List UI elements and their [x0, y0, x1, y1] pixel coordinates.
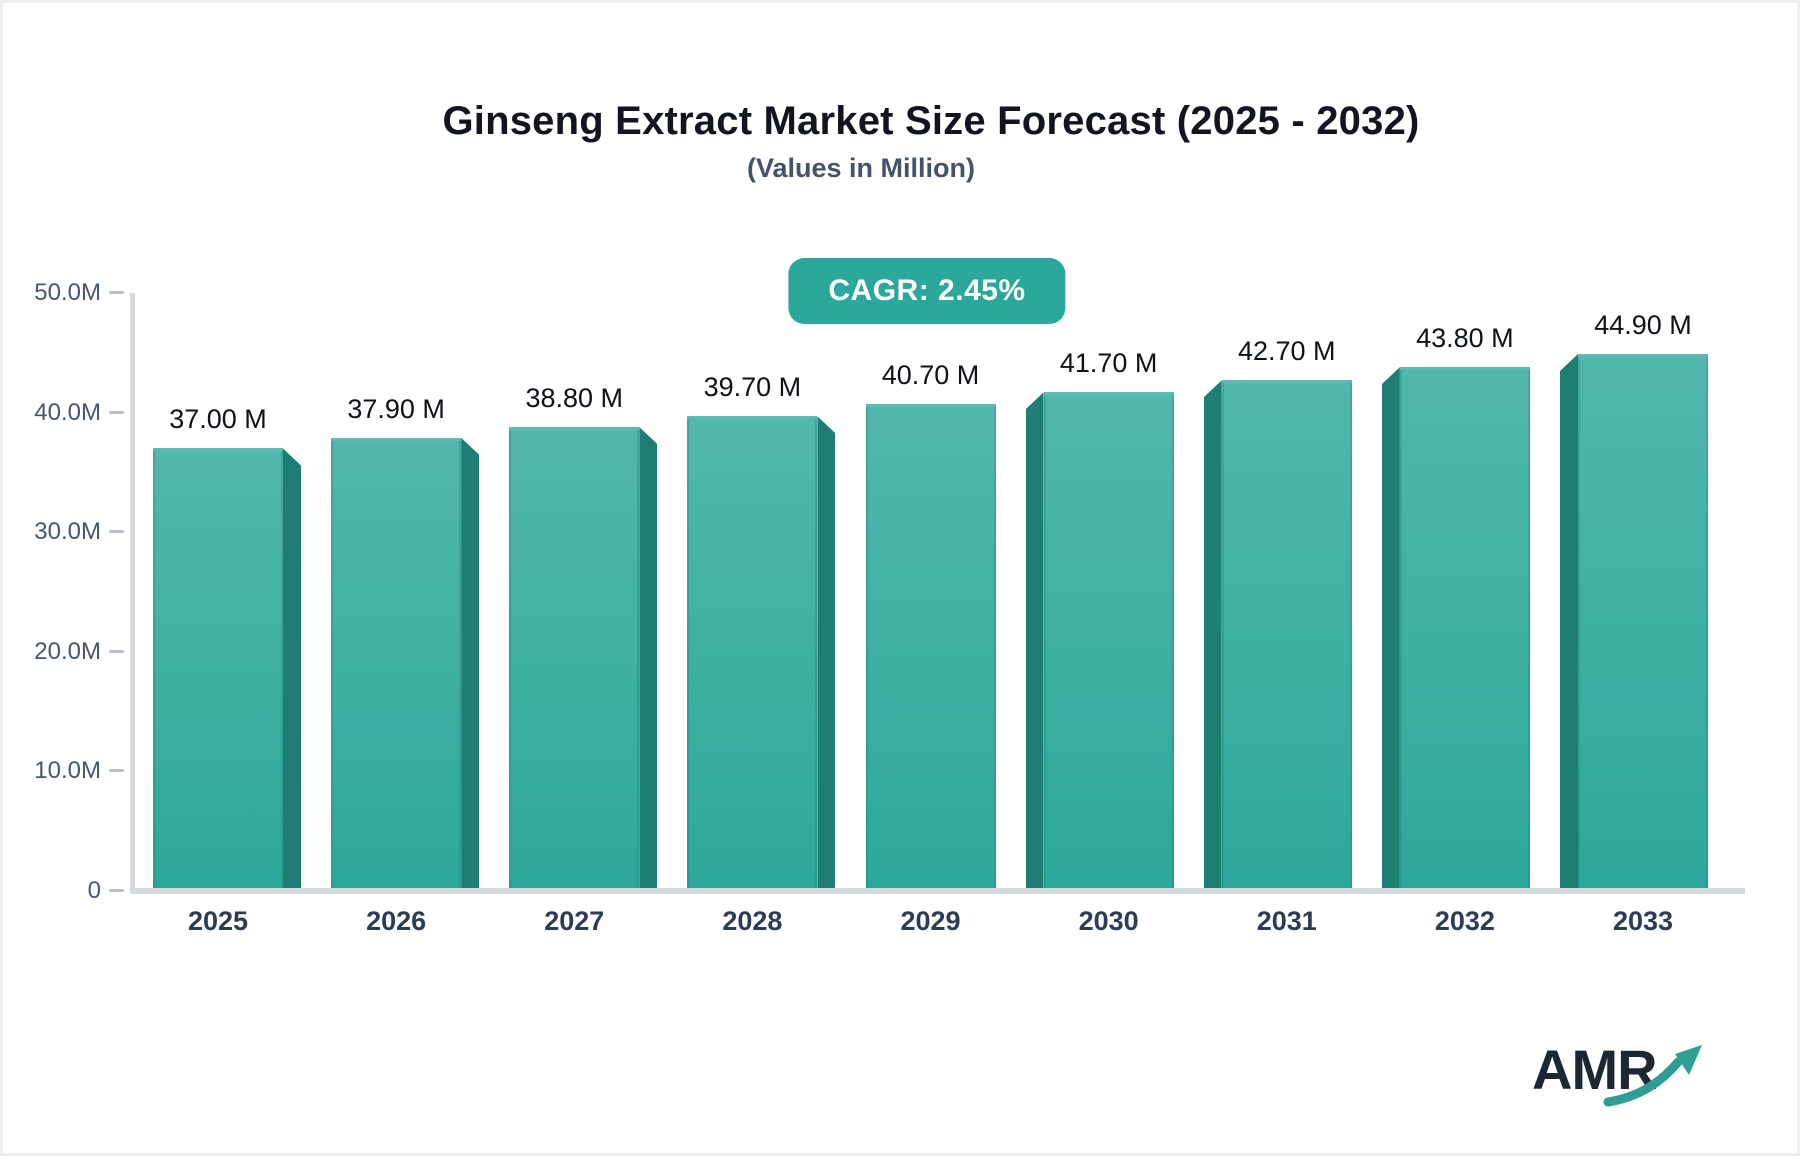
plot-area: 37.00 M 37.90 M 38.80 M 39.70 M 40.70 M 41.70… — [3, 3, 1797, 1153]
bar-side-right — [283, 448, 301, 891]
y-tick-label: 30.0M — [34, 518, 101, 546]
bar — [153, 448, 283, 891]
x-tick-label: 2033 — [1612, 906, 1674, 936]
chart-title: Ginseng Extract Market Size Forecast (20… — [442, 99, 1420, 143]
x-tick-label: 2032 — [1434, 906, 1495, 936]
bar-top-highlight — [1043, 392, 1174, 396]
bar-side-right — [461, 437, 480, 891]
bar-side-right — [639, 426, 658, 891]
bar — [509, 426, 640, 891]
bar-value-label: 40.70 M — [881, 360, 980, 391]
x-tick-label: 2026 — [366, 906, 427, 936]
bar-top-highlight — [1399, 367, 1530, 371]
bar-value-label: 39.70 M — [703, 372, 802, 403]
bar-top-highlight — [687, 416, 818, 420]
logo-arrowhead-icon — [1675, 1045, 1702, 1075]
y-tick-dash — [109, 291, 124, 294]
bar-side-right — [817, 416, 836, 891]
y-tick-dash — [109, 530, 124, 534]
bar-value-label: 38.80 M — [525, 382, 624, 413]
y-tick-label: 0 — [87, 877, 101, 904]
y-tick-dash — [109, 769, 124, 773]
x-tick-label: 2025 — [187, 906, 249, 936]
bar-value-label: 42.70 M — [1237, 336, 1336, 367]
bar — [687, 416, 818, 891]
bar — [331, 437, 462, 891]
bar-value-label: 44.90 M — [1594, 309, 1692, 340]
logo-arrow-icon — [1603, 1057, 1683, 1107]
bar — [1043, 392, 1174, 891]
y-tick-label: 20.0M — [34, 637, 101, 665]
bar-side-left — [1560, 353, 1578, 891]
x-axis-line — [130, 888, 1745, 894]
bar-top-highlight — [509, 426, 640, 430]
bar-value-label: 43.80 M — [1416, 323, 1514, 354]
bar-top-highlight — [865, 404, 996, 408]
y-tick-dash — [109, 889, 124, 892]
bar-side-left — [1203, 380, 1222, 891]
y-tick-dash — [109, 410, 124, 414]
bar — [1221, 380, 1352, 891]
bar — [1578, 353, 1708, 891]
bar-side-left — [1025, 392, 1044, 891]
bar-top-highlight — [153, 448, 283, 452]
x-tick-label: 2031 — [1256, 906, 1317, 936]
chart-subtitle: (Values in Million) — [746, 153, 976, 183]
bar-top-highlight — [1578, 353, 1708, 357]
y-tick-label: 40.0M — [34, 398, 101, 426]
bar-value-label: 37.00 M — [169, 404, 267, 435]
y-tick-label: 10.0M — [34, 757, 101, 785]
y-tick-label: 50.0M — [34, 279, 101, 306]
cagr-badge: CAGR: 2.45% — [788, 258, 1066, 324]
x-tick-label: 2027 — [544, 906, 605, 936]
x-tick-label: 2028 — [722, 906, 783, 936]
y-tick-dash — [109, 649, 124, 653]
x-tick-label: 2029 — [900, 906, 961, 936]
amr-logo-graphic: AMR — [1532, 1038, 1702, 1107]
bar-top-highlight — [1221, 380, 1352, 384]
y-axis-line — [130, 293, 135, 891]
bar — [1399, 367, 1530, 891]
bar-side-left — [1381, 367, 1400, 891]
x-tick-label: 2030 — [1078, 906, 1139, 936]
bar — [865, 404, 996, 891]
bar-value-label: 37.90 M — [347, 393, 445, 424]
bar-value-label: 41.70 M — [1059, 348, 1158, 379]
bar-top-highlight — [331, 437, 462, 441]
chart-card: Ginseng Extract Market Size Forecast (20… — [3, 3, 1797, 1153]
amr-logo: AMR — [1518, 1031, 1728, 1115]
